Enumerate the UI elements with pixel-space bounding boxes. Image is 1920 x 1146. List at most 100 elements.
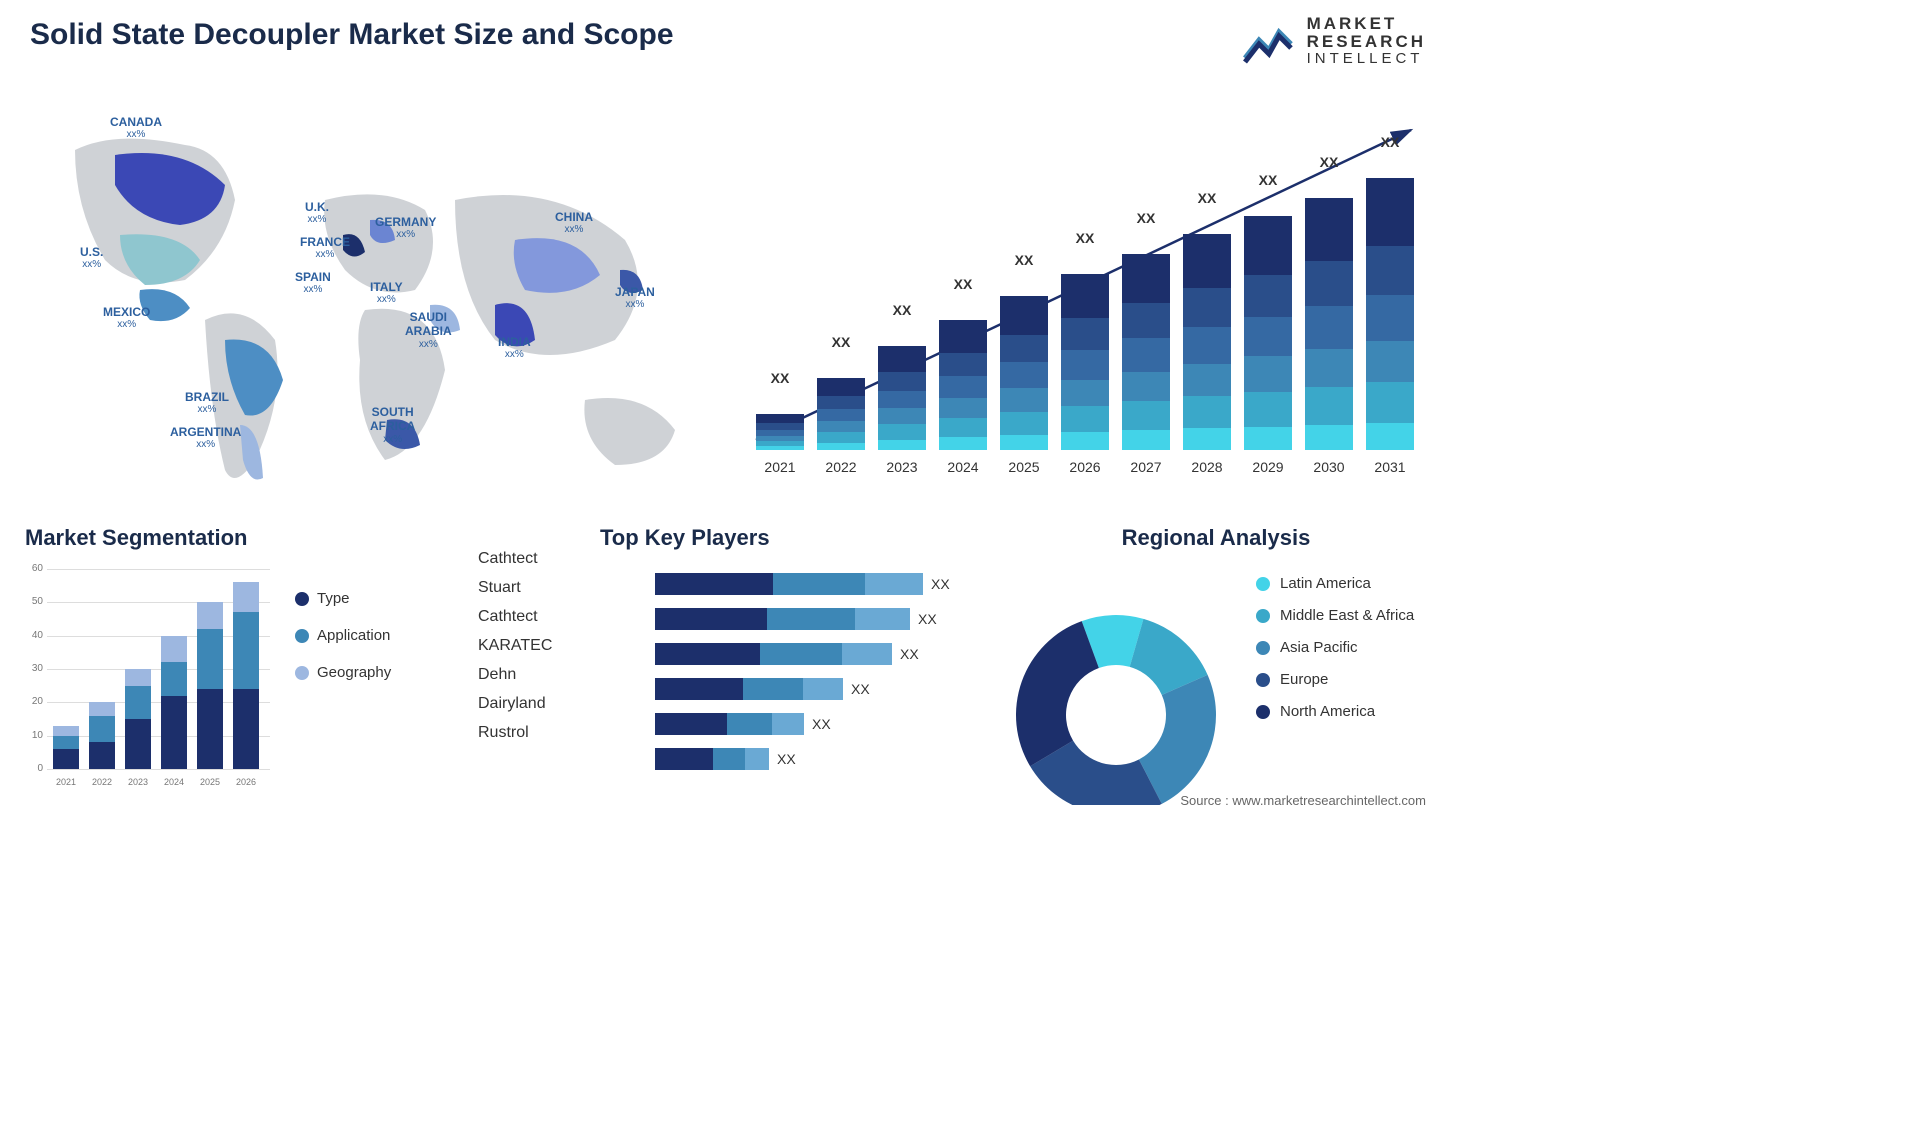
map-label: BRAZILxx% [185,390,229,416]
forecast-year-label: 2028 [1183,459,1231,475]
player-name: Stuart [478,579,593,597]
segmentation-bar [89,702,115,769]
map-label: CHINAxx% [555,210,593,236]
forecast-bar-label: XX [1183,190,1231,206]
map-label: MEXICOxx% [103,305,150,331]
tkp-row: XX [655,748,796,770]
regional-donut [1006,565,1236,805]
brand-logo: MARKET RESEARCH INTELLECT [1241,15,1426,66]
map-label: U.K.xx% [305,200,329,226]
segmentation-legend-item: Geography [295,664,391,681]
tkp-row: XX [655,643,919,665]
player-name: KARATEC [478,637,593,655]
top-key-players-section: Top Key Players XX XX XX XX XX XX [600,525,995,805]
tkp-value-label: XX [918,611,937,627]
tkp-value-label: XX [851,681,870,697]
regional-legend-item: Latin America [1256,575,1414,592]
forecast-year-label: 2027 [1122,459,1170,475]
player-name: Rustrol [478,724,593,742]
segmentation-bar [125,669,151,769]
regional-legend-item: Middle East & Africa [1256,607,1414,624]
forecast-year-label: 2029 [1244,459,1292,475]
forecast-bar: XX [817,378,865,450]
forecast-bar: XX [1366,178,1414,450]
map-label: JAPANxx% [615,285,655,311]
tkp-row: XX [655,678,870,700]
player-name: Cathtect [478,550,593,568]
world-map: CANADAxx%U.S.xx%MEXICOxx%BRAZILxx%ARGENT… [25,90,705,490]
segmentation-legend-item: Type [295,590,391,607]
segmentation-players-list: Cathtect Stuart Cathtect KARATEC Dehn Dairyla… [478,550,593,753]
forecast-bar-label: XX [1061,230,1109,246]
forecast-chart: XX2021XX2022XX2023XX2024XX2025XX2026XX20… [746,95,1426,475]
tkp-value-label: XX [931,576,950,592]
player-name: Cathtect [478,608,593,626]
tkp-value-label: XX [777,751,796,767]
segmentation-bar [161,636,187,769]
map-label: SOUTHAFRICAxx% [370,405,415,446]
regional-section: Regional Analysis Latin America Middle Ea… [1006,525,1426,805]
segmentation-bar [197,602,223,769]
segmentation-legend: Type Application Geography [295,590,391,701]
map-label: FRANCExx% [300,235,350,261]
forecast-bar: XX [878,346,926,450]
forecast-bar: XX [1122,254,1170,450]
forecast-bar-label: XX [817,334,865,350]
regional-legend-item: Asia Pacific [1256,639,1414,656]
top-key-players-title: Top Key Players [600,525,995,551]
tkp-value-label: XX [900,646,919,662]
map-label: U.S.xx% [80,245,103,271]
segmentation-title: Market Segmentation [25,525,465,551]
forecast-year-label: 2024 [939,459,987,475]
regional-legend: Latin America Middle East & Africa Asia Pa… [1256,575,1414,735]
forecast-year-label: 2022 [817,459,865,475]
forecast-bar: XX [1000,296,1048,450]
map-label: CANADAxx% [110,115,162,141]
map-label: INDIAxx% [498,335,531,361]
donut-slice [1016,621,1099,766]
regional-legend-item: North America [1256,703,1414,720]
forecast-year-label: 2021 [756,459,804,475]
map-label: GERMANYxx% [375,215,436,241]
source-text: Source : www.marketresearchintellect.com [1180,793,1426,808]
forecast-bar: XX [756,414,804,450]
forecast-bar: XX [1061,274,1109,450]
segmentation-section: Market Segmentation 01020304050602021202… [25,525,465,805]
regional-title: Regional Analysis [1006,525,1426,551]
forecast-year-label: 2023 [878,459,926,475]
tkp-value-label: XX [812,716,831,732]
forecast-bar: XX [1244,216,1292,450]
logo-line1: MARKET [1307,15,1426,33]
forecast-year-label: 2031 [1366,459,1414,475]
segmentation-chart: 0102030405060202120222023202420252026 [25,569,270,799]
page-title: Solid State Decoupler Market Size and Sc… [30,18,674,52]
forecast-bar-label: XX [1244,172,1292,188]
logo-line3: INTELLECT [1307,51,1426,67]
forecast-bar: XX [939,320,987,450]
logo-line2: RESEARCH [1307,33,1426,51]
forecast-bar-label: XX [1000,252,1048,268]
forecast-year-label: 2025 [1000,459,1048,475]
logo-icon [1241,18,1297,64]
player-name: Dairyland [478,695,593,713]
forecast-bar-label: XX [1122,210,1170,226]
forecast-bar: XX [1183,234,1231,450]
forecast-bar-label: XX [1305,154,1353,170]
forecast-bar-label: XX [939,276,987,292]
tkp-row: XX [655,608,937,630]
forecast-bar-label: XX [1366,134,1414,150]
map-label: SPAINxx% [295,270,331,296]
forecast-year-label: 2030 [1305,459,1353,475]
player-name: Dehn [478,666,593,684]
regional-legend-item: Europe [1256,671,1414,688]
segmentation-legend-item: Application [295,627,391,644]
forecast-bar: XX [1305,198,1353,450]
map-label: SAUDIARABIAxx% [405,310,452,351]
world-map-svg [25,90,705,490]
forecast-bar-label: XX [756,370,804,386]
tkp-row: XX [655,573,950,595]
forecast-bar-label: XX [878,302,926,318]
segmentation-bar [53,726,79,769]
segmentation-bar [233,582,259,769]
tkp-row: XX [655,713,831,735]
